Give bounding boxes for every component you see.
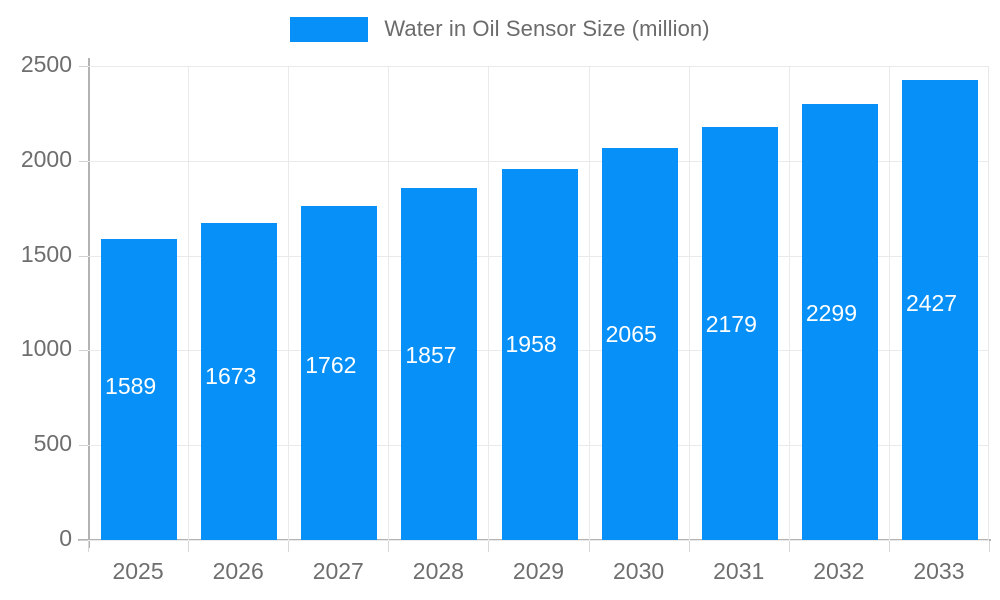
gridline-y [88, 540, 989, 541]
y-tick-mark [79, 255, 88, 257]
y-tick-mark [79, 160, 88, 162]
gridline-x [689, 66, 690, 540]
y-tick-label: 0 [59, 525, 72, 551]
x-tick-label: 2029 [512, 558, 565, 584]
bar[interactable] [901, 79, 978, 540]
x-tick-mark [789, 541, 790, 552]
x-tick-mark [488, 541, 489, 552]
x-tick-label: 2026 [212, 558, 264, 584]
y-tick-label: 2500 [20, 51, 72, 77]
x-tick-mark [288, 541, 289, 552]
gridline-x [388, 66, 389, 540]
y-tick-mark [79, 445, 88, 447]
y-tick-label: 1500 [20, 240, 72, 267]
bar[interactable] [601, 148, 678, 540]
y-axis-line [88, 58, 90, 548]
plot-right-border [988, 66, 989, 540]
x-tick-mark [88, 541, 89, 552]
bar[interactable] [101, 238, 178, 540]
legend-swatch-icon [290, 16, 369, 42]
legend-label: Water in Oil Sensor Size (million) [384, 16, 710, 41]
x-tick-label: 2028 [412, 558, 464, 584]
bar[interactable] [701, 126, 778, 540]
bar[interactable] [401, 187, 478, 540]
y-tick-label: 1000 [20, 335, 72, 362]
bar[interactable] [501, 168, 578, 540]
y-tick-label: 500 [33, 430, 72, 457]
x-tick-label: 2025 [112, 558, 164, 584]
x-tick-mark [589, 541, 590, 552]
x-tick-mark [989, 541, 990, 552]
chart-legend: Water in Oil Sensor Size (million) [0, 8, 1000, 50]
x-tick-mark [188, 541, 189, 552]
x-tick-label: 2032 [813, 558, 865, 584]
y-tick-mark [79, 350, 88, 352]
y-tick-mark [79, 66, 88, 67]
gridline-x [188, 66, 189, 540]
x-tick-mark [889, 541, 890, 552]
bar[interactable] [801, 104, 878, 540]
x-tick-mark [689, 541, 690, 552]
gridline-y [88, 66, 989, 67]
x-tick-label: 2027 [312, 558, 364, 584]
gridline-x [589, 66, 590, 540]
legend-item-water-in-oil-sensor-size[interactable]: Water in Oil Sensor Size (million) [290, 16, 710, 42]
x-tick-mark [388, 541, 389, 552]
bar[interactable] [301, 205, 378, 540]
plot-area: 1589 1673 1762 1857 1958 2065 2179 2299 2427 [88, 66, 989, 541]
y-tick-label: 2000 [20, 145, 72, 172]
y-tick-mark [79, 540, 88, 541]
gridline-x [288, 66, 289, 540]
gridline-y [88, 160, 989, 162]
x-tick-label: 2031 [713, 558, 765, 584]
bar[interactable] [201, 222, 278, 540]
x-tick-label: 2033 [913, 558, 965, 584]
gridline-x [488, 66, 489, 540]
x-tick-label: 2030 [613, 558, 665, 584]
gridline-x [789, 66, 790, 540]
gridline-x [889, 66, 890, 540]
